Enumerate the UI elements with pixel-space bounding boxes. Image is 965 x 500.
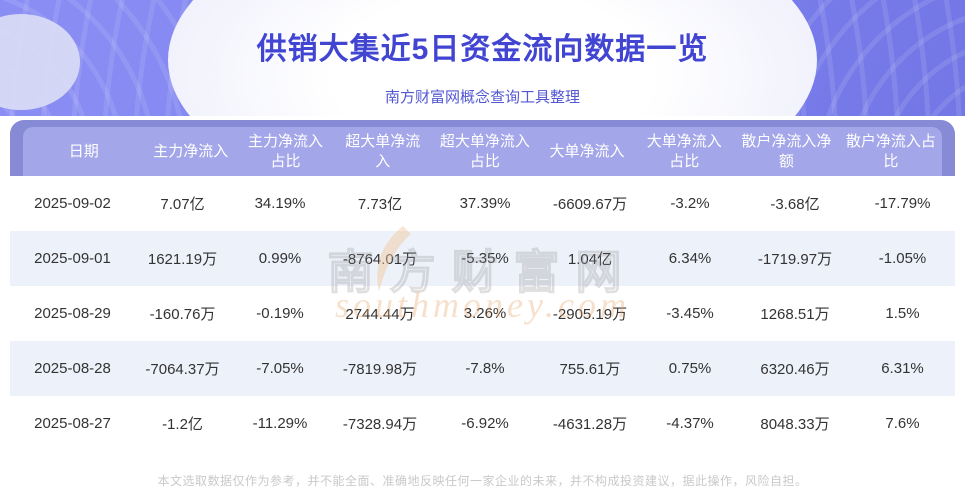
table-header-row: 日期 主力净流入 主力净流入占比 超大单净流入 超大单净流入占比 大单净流入 大单净流入占比… (23, 127, 942, 176)
column-header: 主力净流入 (153, 142, 229, 160)
table-cell: 1621.19万 (147, 251, 218, 268)
table-cell: -8764.01万 (342, 251, 418, 268)
table-cell: 6.34% (668, 250, 712, 267)
table-cell: 755.61万 (559, 361, 621, 378)
table-cell: 1.04亿 (567, 251, 613, 268)
column-header: 大单净流入占比 (646, 133, 722, 170)
column-header: 主力净流入占比 (248, 133, 324, 170)
table-cell: -1.05% (878, 250, 927, 267)
table-cell: 7.07亿 (160, 196, 205, 213)
table-cell: 37.39% (459, 195, 511, 212)
table-cell: -17.79% (874, 195, 931, 212)
table-cell: -11.29% (252, 415, 308, 432)
column-header: 散户净流入净额 (741, 133, 832, 170)
table-row: 2025-08-29 -160.76万 -0.19% 2744.44万 3.26% -29… (10, 286, 955, 341)
table-cell: -1719.97万 (757, 251, 833, 268)
column-header: 散户净流入占比 (845, 133, 936, 170)
table-cell: 7.73亿 (357, 196, 403, 213)
table-cell: 2025-08-28 (34, 360, 111, 377)
table-cell: 2025-09-01 (34, 250, 111, 267)
table-cell: 2025-08-27 (34, 415, 111, 432)
table-cell: -7.05% (256, 360, 304, 377)
table-body: 南方财富网 southmoney.com 2025-09-027.07亿34.1… (10, 176, 955, 451)
table-cell: -5.35% (461, 250, 509, 267)
table-cell: -7328.94万 (342, 416, 418, 433)
table-cell: -1.2亿 (162, 416, 203, 433)
table-cell: -7819.98万 (342, 361, 418, 378)
column-header: 日期 (68, 142, 99, 160)
page-subtitle: 南方财富网概念查询工具整理 (384, 89, 580, 106)
table-cell: 6320.46万 (760, 361, 830, 378)
table-cell: 2025-09-02 (34, 195, 111, 212)
table-cell: -3.45% (666, 305, 714, 322)
table-cell: 1268.51万 (760, 306, 830, 323)
table-cell: -3.68亿 (770, 196, 820, 213)
banner-center-ellipse (168, 0, 817, 116)
table-cell: -0.19% (256, 305, 304, 322)
table-cell: 2025-08-29 (34, 305, 111, 322)
table-cell: -160.76万 (149, 306, 216, 323)
table-cell: -4631.28万 (552, 416, 628, 433)
column-header: 大单净流入 (549, 142, 625, 160)
table-cell: 6.31% (881, 360, 924, 377)
column-header: 超大单净流入占比 (439, 133, 530, 170)
column-header: 超大单净流入 (345, 133, 421, 170)
table-cell: -3.2% (670, 195, 710, 212)
table-cell: -7064.37万 (145, 361, 220, 378)
table-row: 2025-08-28 -7064.37万 -7.05% -7819.98万 -7.8% 7… (10, 341, 955, 396)
table-cell: 0.75% (668, 360, 712, 377)
table-cell: 2744.44万 (345, 306, 415, 323)
table-cell: 34.19% (254, 195, 306, 212)
table-cell: 8048.33万 (760, 416, 830, 433)
table-cell: 0.99% (258, 250, 302, 267)
table-cell: -6609.67万 (552, 196, 628, 213)
table-cell: -6.92% (461, 415, 509, 432)
banner: 供销大集近5日资金流向数据一览 南方财富网概念查询工具整理 (0, 0, 965, 116)
table-cell: -4.37% (666, 415, 714, 432)
table-cell: 1.5% (885, 305, 920, 322)
table-row: 2025-08-27 -1.2亿 -11.29% -7328.94万 -6.92% -46… (10, 396, 955, 451)
fund-flow-table: 日期 主力净流入 主力净流入占比 超大单净流入 超大单净流入占比 大单净流入 大单净流入占比… (10, 120, 955, 451)
table-row: 2025-09-01 1621.19万 0.99% -8764.01万 -5.35% 1.… (10, 231, 955, 286)
table-row: 2025-09-02 7.07亿 34.19% 7.73亿 37.39% -6609.67… (10, 176, 955, 231)
table-cell: -7.8% (465, 360, 505, 377)
table-cell: 3.26% (463, 305, 507, 322)
table-cell: -2905.19万 (552, 306, 628, 323)
disclaimer-text: 本文选取数据仅作为参考，并不能全面、准确地反映任何一家企业的未来，并不构成投资建… (157, 474, 808, 488)
page-title: 供销大集近5日资金流向数据一览 (256, 33, 709, 66)
table-cell: 7.6% (885, 415, 920, 432)
